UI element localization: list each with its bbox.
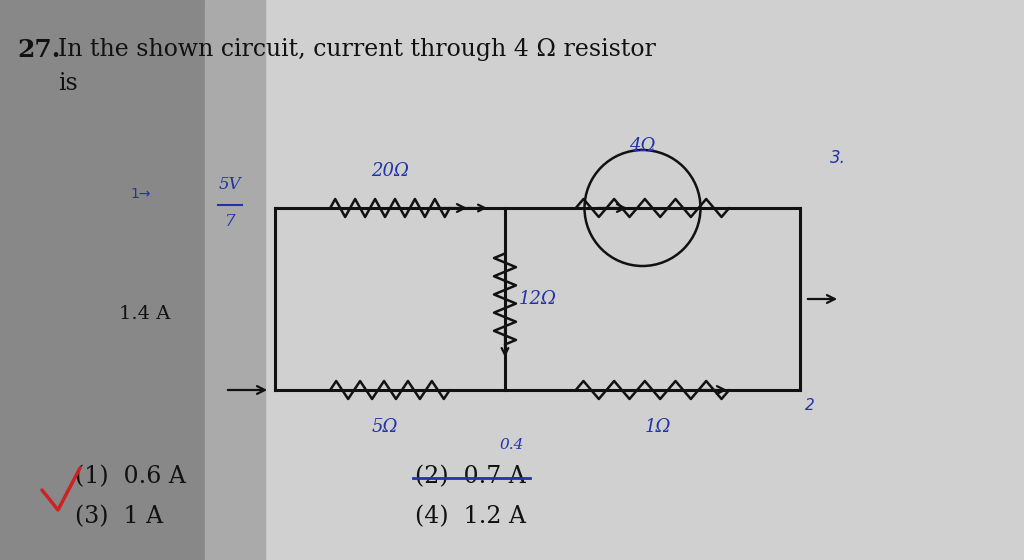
Bar: [0, 0, 205, 560]
Text: 2: 2: [805, 398, 815, 413]
Text: is: is: [58, 72, 78, 95]
Text: 12Ω: 12Ω: [519, 290, 557, 308]
Text: 27.: 27.: [17, 38, 60, 62]
Text: 5V: 5V: [219, 176, 242, 193]
Text: 0.4: 0.4: [500, 438, 524, 452]
Text: 3.: 3.: [830, 149, 846, 167]
Text: 1→: 1→: [130, 187, 151, 201]
Text: (4)  1.2 A: (4) 1.2 A: [415, 505, 526, 528]
Text: In the shown circuit, current through 4 Ω resistor: In the shown circuit, current through 4 …: [58, 38, 656, 61]
Text: (1)  0.6 A: (1) 0.6 A: [75, 465, 186, 488]
Text: 1Ω: 1Ω: [644, 418, 671, 436]
Bar: [205, 0, 265, 560]
Text: 1.4 A: 1.4 A: [120, 305, 171, 323]
Text: (2)  0.7 A: (2) 0.7 A: [415, 465, 525, 488]
Text: 20Ω: 20Ω: [371, 162, 409, 180]
Text: 7: 7: [224, 213, 236, 230]
Text: 5Ω: 5Ω: [372, 418, 398, 436]
Text: (3)  1 A: (3) 1 A: [75, 505, 163, 528]
Text: 4Ω: 4Ω: [630, 137, 655, 155]
